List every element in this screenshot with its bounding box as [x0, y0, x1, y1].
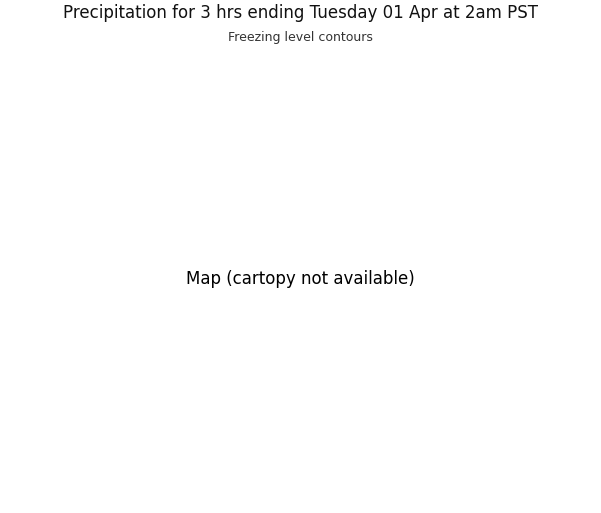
Text: Freezing level contours: Freezing level contours [228, 30, 373, 44]
Text: Map (cartopy not available): Map (cartopy not available) [186, 270, 415, 288]
Text: Precipitation for 3 hrs ending Tuesday 01 Apr at 2am PST: Precipitation for 3 hrs ending Tuesday 0… [63, 4, 538, 22]
